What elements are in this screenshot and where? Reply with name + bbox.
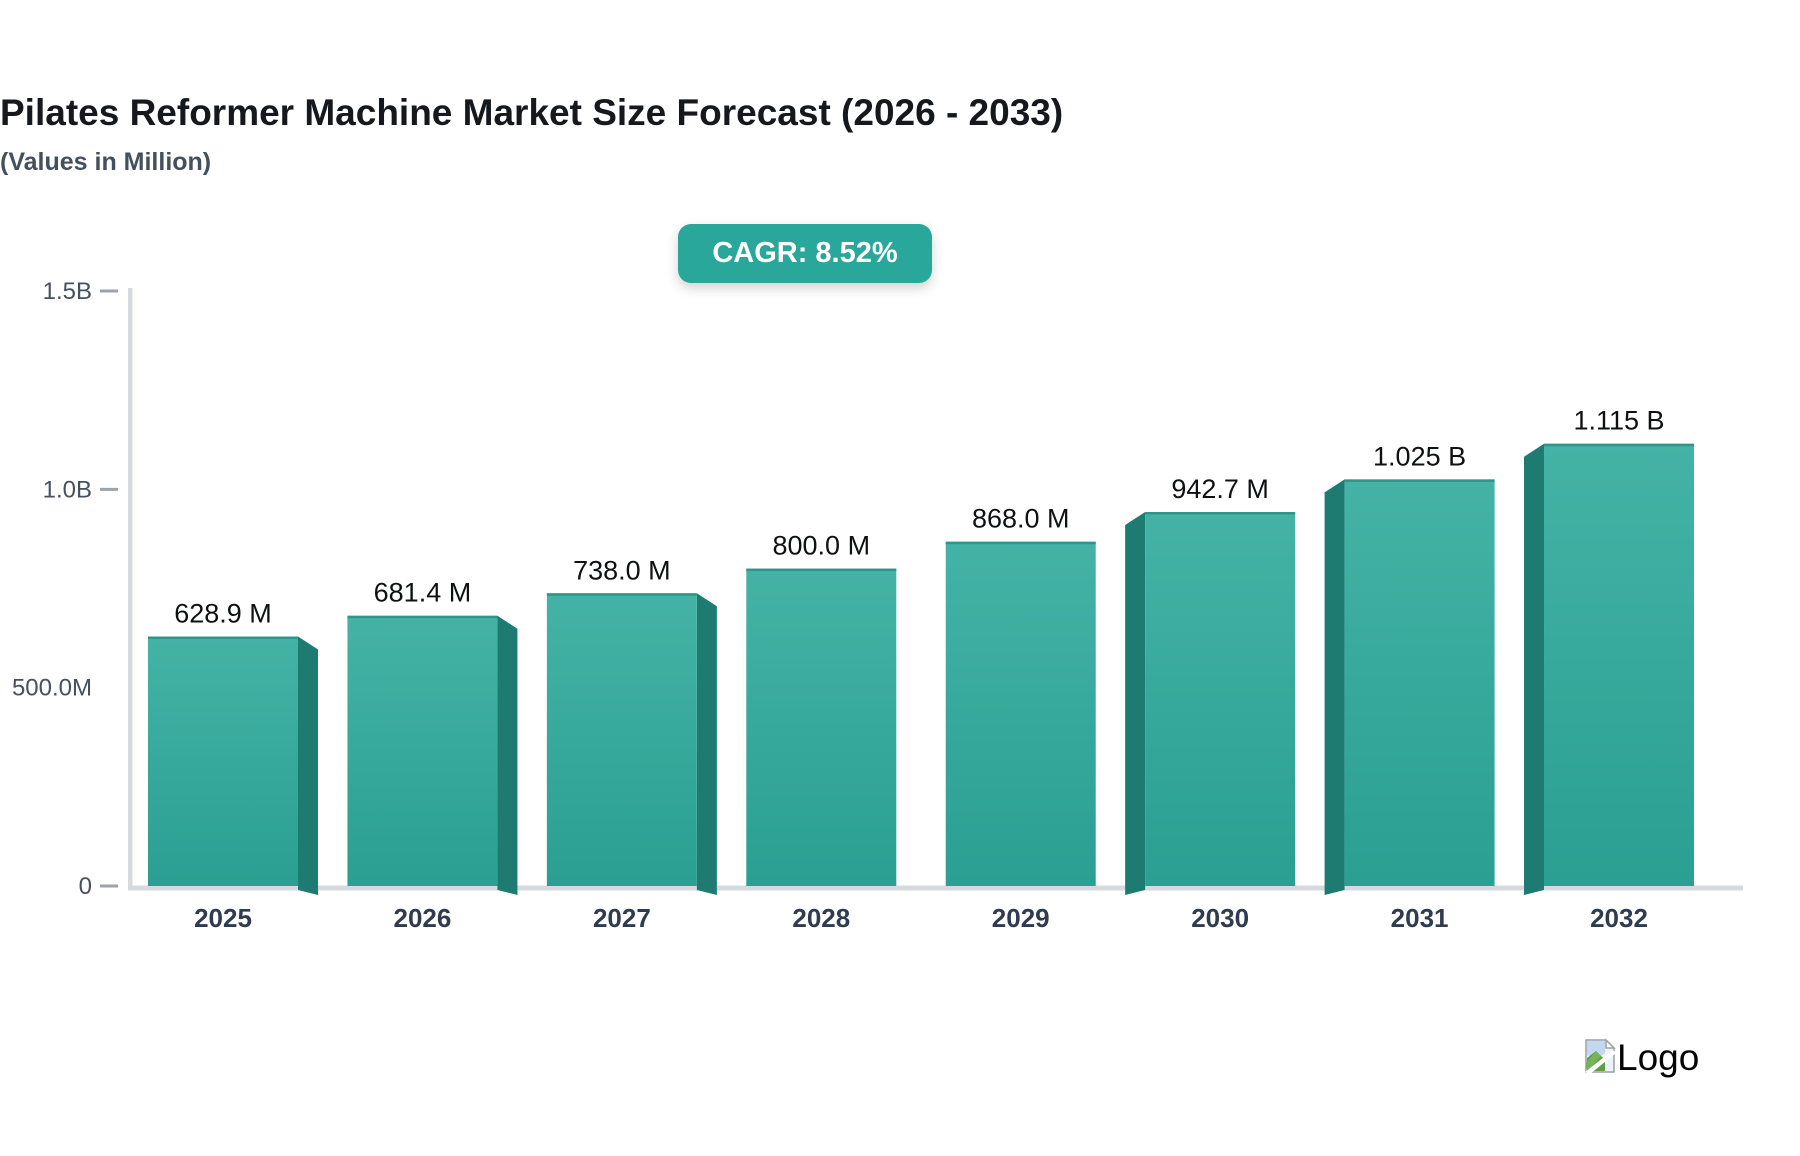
logo-alt-text: Logo: [1617, 1037, 1700, 1078]
y-tick-label: 1.0B: [43, 476, 92, 503]
bar: [1145, 512, 1296, 886]
bar-side-face: [1324, 479, 1345, 895]
bar-side-face: [1125, 512, 1146, 895]
bar-side-face: [696, 593, 717, 895]
bar: [746, 568, 897, 886]
bar: [1544, 443, 1695, 886]
value-label: 1.115 B: [1573, 406, 1664, 436]
bar: [148, 636, 298, 886]
bar: [1344, 479, 1495, 886]
year-label: 2030: [1191, 903, 1249, 933]
x-axis-line: [128, 885, 1743, 891]
value-label: 628.9 M: [174, 599, 272, 629]
year-label: 2026: [394, 903, 452, 933]
bar-side-face: [298, 636, 318, 895]
y-tick-label: 500.0M: [12, 675, 92, 702]
bar: [546, 593, 697, 886]
year-label: 2025: [194, 903, 252, 933]
chart-subtitle: (Values in Million): [0, 148, 212, 176]
value-label: 942.7 M: [1171, 474, 1269, 504]
value-label: 681.4 M: [374, 578, 472, 608]
year-label: 2028: [792, 903, 850, 933]
value-label: 1.025 B: [1373, 441, 1466, 471]
bar-side-face: [497, 615, 518, 895]
year-label: 2029: [992, 903, 1050, 933]
value-label: 868.0 M: [972, 504, 1070, 534]
year-label: 2031: [1391, 903, 1449, 933]
cagr-badge: CAGR: 8.52%: [678, 224, 932, 283]
y-tick-label: 0: [79, 873, 92, 900]
logo: Logo: [1583, 1038, 1699, 1078]
y-tick-label: 1.5B: [43, 278, 92, 305]
cagr-badge-row: CAGR: 8.52%: [0, 224, 1610, 283]
year-label: 2032: [1590, 903, 1648, 933]
chart-title: Pilates Reformer Machine Market Size For…: [0, 92, 1064, 133]
bar-side-face: [1524, 443, 1545, 895]
year-label: 2027: [593, 903, 651, 933]
broken-image-icon: [1585, 1038, 1616, 1074]
bar: [945, 541, 1096, 886]
value-label: 738.0 M: [573, 555, 671, 585]
y-axis-line: [128, 288, 133, 890]
value-label: 800.0 M: [773, 531, 871, 561]
bar: [347, 615, 498, 886]
